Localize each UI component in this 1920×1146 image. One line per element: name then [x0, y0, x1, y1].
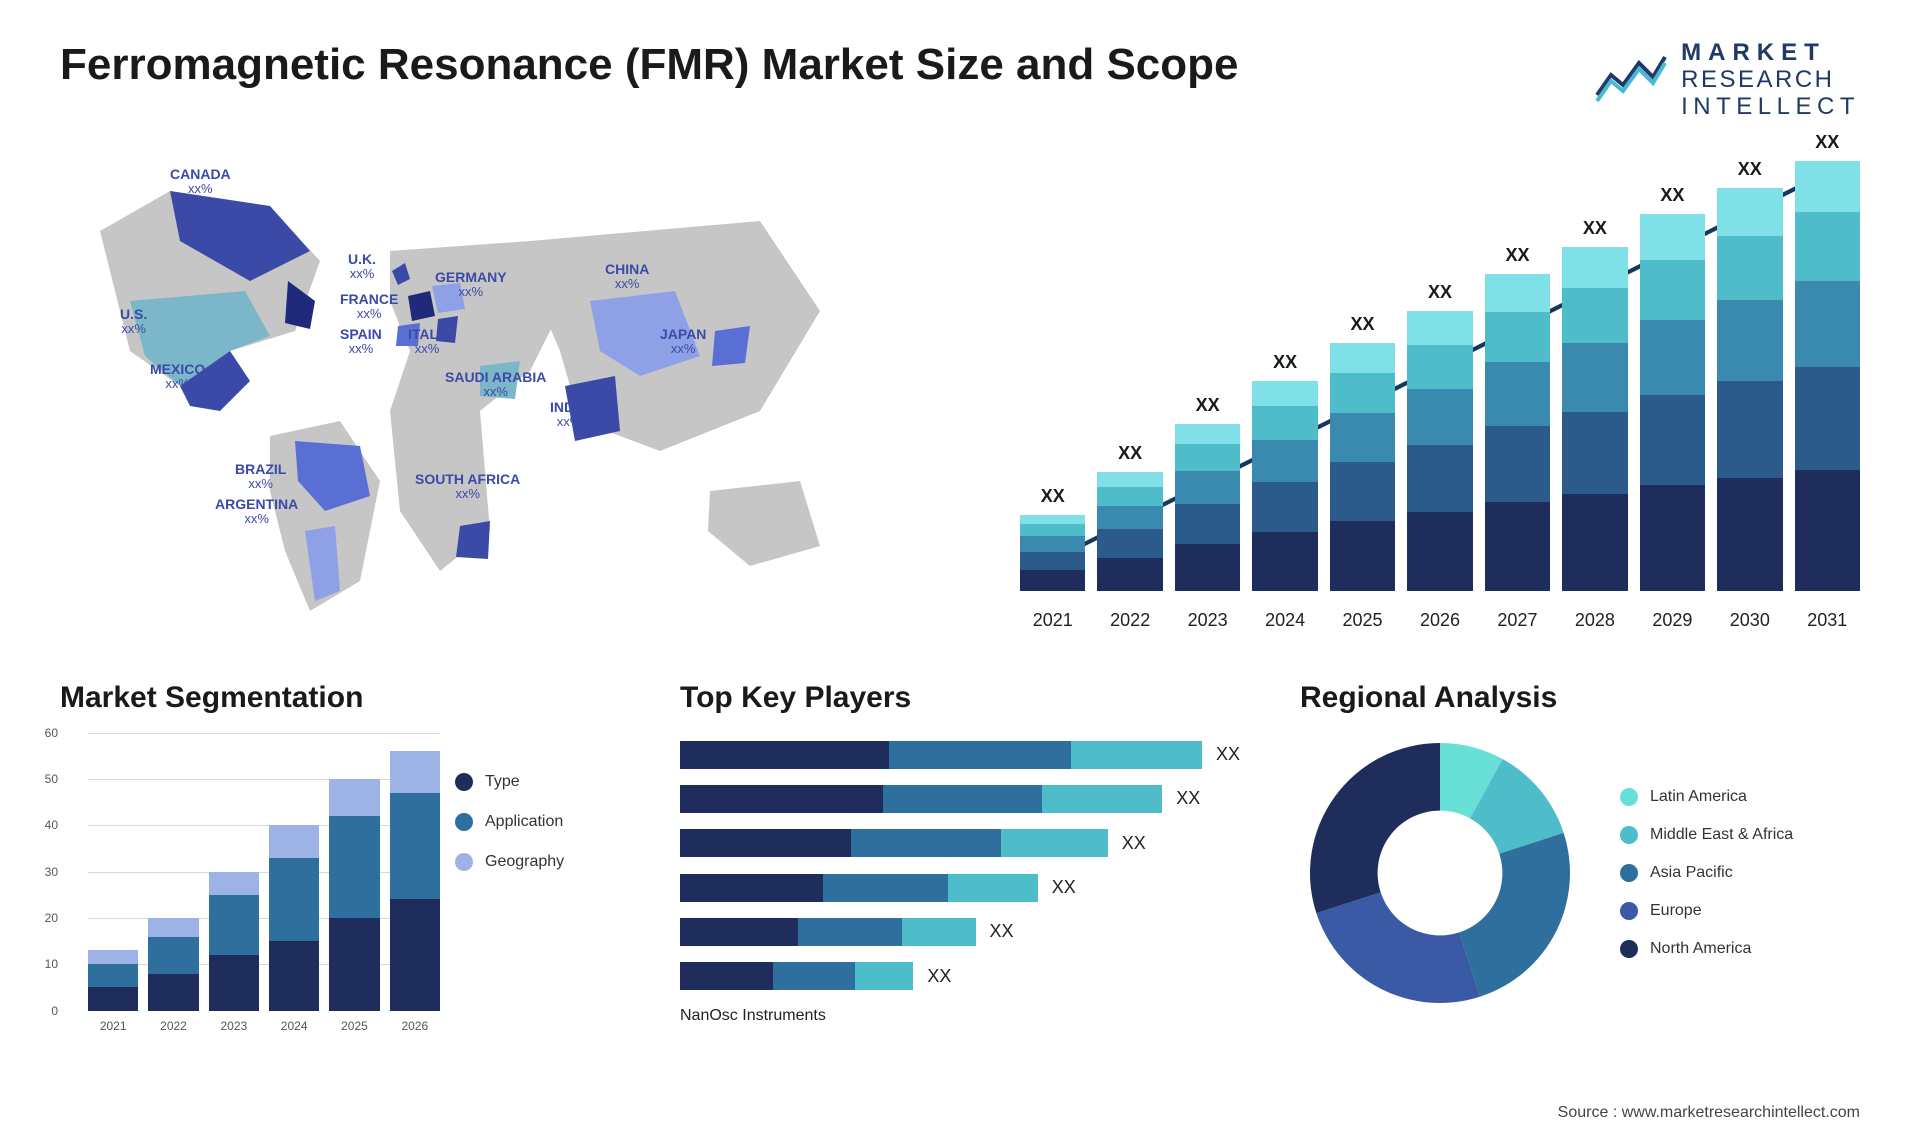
player-row-0: XX: [680, 741, 1240, 769]
map-label-argentina: ARGENTINAxx%: [215, 496, 298, 527]
player-row-2: XX: [680, 829, 1240, 857]
growth-bar-2029: XX: [1640, 214, 1705, 590]
page-title: Ferromagnetic Resonance (FMR) Market Siz…: [60, 40, 1239, 90]
player-row-3: XX: [680, 874, 1240, 902]
growth-bar-2031: XX: [1795, 161, 1860, 591]
map-label-spain: SPAINxx%: [340, 326, 382, 357]
map-label-india: INDIAxx%: [550, 399, 588, 430]
seg-ytick: 50: [36, 772, 58, 786]
growth-xtick: 2031: [1795, 610, 1860, 631]
seg-xtick: 2026: [390, 1019, 440, 1033]
donut-slice-asia-pacific: [1459, 832, 1570, 996]
growth-xtick: 2023: [1175, 610, 1240, 631]
map-label-italy: ITALYxx%: [408, 326, 446, 357]
growth-xtick: 2024: [1252, 610, 1317, 631]
regional-title: Regional Analysis: [1300, 681, 1860, 715]
growth-bar-2026: XX: [1407, 311, 1472, 591]
donut-slice-europe: [1316, 892, 1480, 1003]
player-row-5: XX: [680, 962, 1240, 990]
logo-line2: RESEARCH: [1681, 67, 1860, 94]
growth-bar-2025: XX: [1330, 343, 1395, 590]
players-axis-label: NanOsc Instruments: [680, 1007, 1240, 1025]
brand-logo: MARKET RESEARCH INTELLECT: [1595, 40, 1860, 121]
map-label-uk: U.K.xx%: [348, 251, 376, 282]
seg-bar-2026: [390, 751, 440, 1010]
map-label-japan: JAPANxx%: [660, 326, 706, 357]
growth-xtick: 2021: [1020, 610, 1085, 631]
seg-ytick: 40: [36, 818, 58, 832]
growth-xtick: 2026: [1407, 610, 1472, 631]
growth-bar-2021: XX: [1020, 515, 1085, 590]
players-title: Top Key Players: [680, 681, 1240, 715]
player-row-1: XX: [680, 785, 1240, 813]
growth-chart: XXXXXXXXXXXXXXXXXXXXXX 20212022202320242…: [1020, 151, 1860, 631]
seg-ytick: 0: [36, 1004, 58, 1018]
map-label-france: FRANCExx%: [340, 291, 398, 322]
regional-panel: Regional Analysis Latin America Middle Ea…: [1300, 681, 1860, 1033]
segmentation-title: Market Segmentation: [60, 681, 620, 715]
reg-legend-europe: Europe: [1620, 902, 1793, 920]
growth-xtick: 2030: [1717, 610, 1782, 631]
seg-legend-type: Type: [455, 773, 620, 791]
growth-xtick: 2029: [1640, 610, 1705, 631]
logo-icon: [1595, 51, 1667, 110]
seg-bar-2025: [329, 779, 379, 1011]
seg-xtick: 2021: [88, 1019, 138, 1033]
growth-bar-2023: XX: [1175, 424, 1240, 591]
donut-slice-north-america: [1310, 743, 1440, 913]
seg-legend-application: Application: [455, 813, 620, 831]
logo-line3: INTELLECT: [1681, 94, 1860, 121]
reg-legend-middle-east---africa: Middle East & Africa: [1620, 826, 1793, 844]
seg-legend-geography: Geography: [455, 853, 620, 871]
map-label-saudiarabia: SAUDI ARABIAxx%: [445, 369, 546, 400]
map-label-southafrica: SOUTH AFRICAxx%: [415, 471, 520, 502]
reg-legend-latin-america: Latin America: [1620, 788, 1793, 806]
seg-bar-2023: [209, 872, 259, 1011]
seg-xtick: 2024: [269, 1019, 319, 1033]
seg-ytick: 20: [36, 911, 58, 925]
reg-legend-asia-pacific: Asia Pacific: [1620, 864, 1793, 882]
map-label-germany: GERMANYxx%: [435, 269, 507, 300]
players-panel: Top Key Players XX XX XX XX XX XX NanOsc Instr…: [680, 681, 1240, 1033]
seg-bar-2021: [88, 950, 138, 1010]
growth-bar-2030: XX: [1717, 188, 1782, 591]
growth-bar-2027: XX: [1485, 274, 1550, 591]
segmentation-panel: Market Segmentation 01020304050602021202…: [60, 681, 620, 1033]
seg-ytick: 10: [36, 957, 58, 971]
map-label-china: CHINAxx%: [605, 261, 649, 292]
growth-bar-2028: XX: [1562, 247, 1627, 591]
logo-line1: MARKET: [1681, 40, 1860, 67]
map-label-canada: CANADAxx%: [170, 166, 231, 197]
growth-xtick: 2025: [1330, 610, 1395, 631]
map-label-mexico: MEXICOxx%: [150, 361, 205, 392]
seg-bar-2024: [269, 825, 319, 1010]
player-row-4: XX: [680, 918, 1240, 946]
seg-xtick: 2023: [209, 1019, 259, 1033]
seg-xtick: 2025: [329, 1019, 379, 1033]
seg-xtick: 2022: [148, 1019, 198, 1033]
world-map: CANADAxx% U.S.xx%MEXICOxx% BRAZILxx% ARGENT…: [60, 151, 960, 631]
seg-ytick: 60: [36, 726, 58, 740]
growth-bar-2024: XX: [1252, 381, 1317, 591]
growth-bar-2022: XX: [1097, 472, 1162, 590]
regional-donut: [1300, 733, 1580, 1013]
growth-xtick: 2027: [1485, 610, 1550, 631]
growth-xtick: 2028: [1562, 610, 1627, 631]
seg-bar-2022: [148, 918, 198, 1011]
source-text: Source : www.marketresearchintellect.com: [1558, 1104, 1860, 1122]
reg-legend-north-america: North America: [1620, 940, 1793, 958]
map-label-brazil: BRAZILxx%: [235, 461, 286, 492]
map-label-us: U.S.xx%: [120, 306, 147, 337]
growth-xtick: 2022: [1097, 610, 1162, 631]
seg-ytick: 30: [36, 865, 58, 879]
